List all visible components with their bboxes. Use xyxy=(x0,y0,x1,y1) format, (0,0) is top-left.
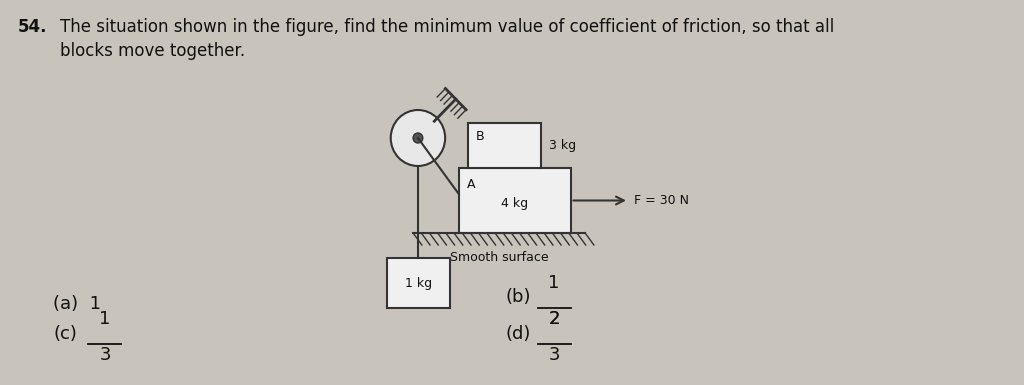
Text: 2: 2 xyxy=(548,310,560,328)
Text: 54.: 54. xyxy=(17,18,47,36)
Text: 3: 3 xyxy=(99,346,111,364)
Circle shape xyxy=(391,110,445,166)
Text: (a)  1: (a) 1 xyxy=(53,295,101,313)
Text: 3: 3 xyxy=(548,346,560,364)
Bar xyxy=(387,258,450,308)
Text: 1: 1 xyxy=(99,310,111,328)
Text: F = 30 N: F = 30 N xyxy=(634,194,689,207)
Text: B: B xyxy=(475,130,484,143)
Text: The situation shown in the figure, find the minimum value of coefficient of fric: The situation shown in the figure, find … xyxy=(60,18,835,36)
Text: (d): (d) xyxy=(506,325,530,343)
Text: blocks move together.: blocks move together. xyxy=(60,42,246,60)
Text: 1 kg: 1 kg xyxy=(404,276,432,290)
Circle shape xyxy=(413,133,423,143)
Text: 3 kg: 3 kg xyxy=(549,139,577,152)
Text: (b): (b) xyxy=(506,288,530,306)
Text: (c): (c) xyxy=(53,325,78,343)
Text: 2: 2 xyxy=(548,310,560,328)
Text: Smooth surface: Smooth surface xyxy=(450,251,549,264)
Text: 4 kg: 4 kg xyxy=(501,197,528,210)
Bar xyxy=(459,168,570,233)
Text: A: A xyxy=(467,178,475,191)
Text: 1: 1 xyxy=(548,274,560,292)
Bar xyxy=(469,123,542,168)
